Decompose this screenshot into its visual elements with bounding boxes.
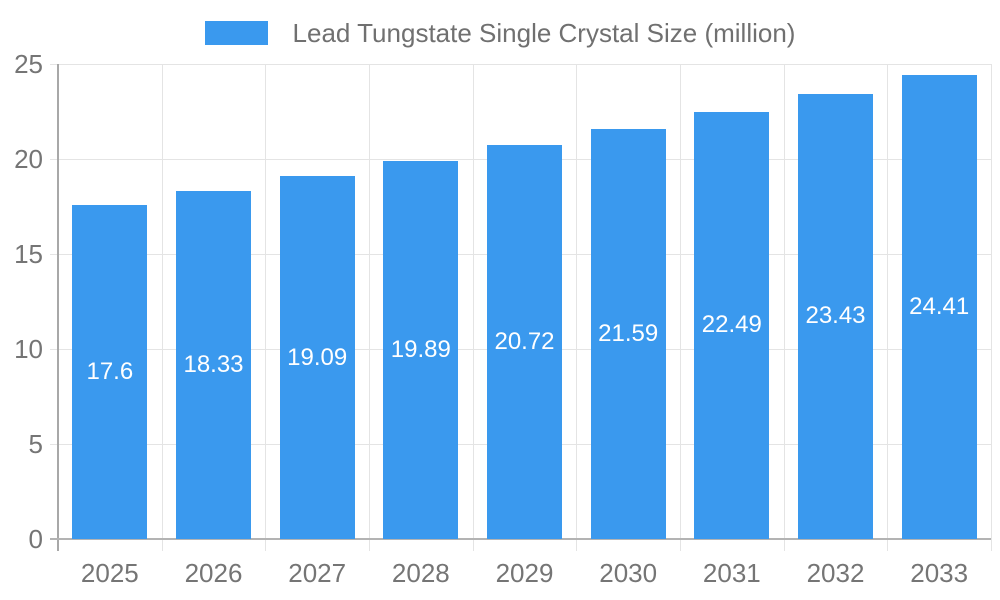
- y-axis-line: [57, 64, 59, 551]
- gridline-v-8: [887, 64, 889, 551]
- legend-swatch[interactable]: [204, 21, 268, 45]
- bar-2030[interactable]: [590, 128, 666, 539]
- x-tick-label-2032: 2032: [806, 558, 865, 588]
- gridline-v-3: [369, 64, 370, 551]
- x-tick-label-2029: 2029: [495, 558, 554, 588]
- bar-2031[interactable]: [694, 111, 770, 539]
- y-tick-label-20: 20: [14, 144, 43, 174]
- bar-value-label-2026: 18.33: [183, 350, 244, 378]
- y-tick-label-0: 0: [28, 524, 43, 554]
- bar-2028[interactable]: [383, 161, 459, 539]
- bar-value-label-2025: 17.6: [86, 357, 134, 385]
- gridline-h-25: [50, 64, 991, 65]
- chart-legend[interactable]: Lead Tungstate Single Crystal Size (mill…: [0, 20, 1000, 46]
- gridline-v-5: [576, 64, 578, 551]
- bar-2032[interactable]: [798, 93, 873, 539]
- x-axis-line: [50, 538, 991, 540]
- bar-value-label-2027: 19.09: [287, 343, 348, 371]
- x-tick-label-2028: 2028: [391, 558, 450, 588]
- bar-value-label-2030: 21.59: [598, 319, 659, 347]
- bar-2026[interactable]: [176, 190, 251, 539]
- bar-value-label-2032: 23.43: [805, 302, 866, 330]
- x-tick-label-2026: 2026: [184, 558, 243, 588]
- bar-2027[interactable]: [279, 176, 355, 539]
- bar-value-label-2033: 24.41: [909, 293, 970, 321]
- bar-value-label-2031: 22.49: [701, 311, 762, 339]
- bar-value-label-2028: 19.89: [390, 336, 451, 364]
- bar-2033[interactable]: [901, 75, 977, 539]
- legend-label: Lead Tungstate Single Crystal Size (mill…: [292, 18, 796, 48]
- gridline-v-9: [991, 64, 992, 551]
- y-tick-label-25: 25: [14, 49, 43, 79]
- x-tick-label-2033: 2033: [910, 558, 969, 588]
- x-tick-label-2025: 2025: [80, 558, 139, 588]
- bar-2029[interactable]: [487, 145, 562, 539]
- bar-2025[interactable]: [72, 204, 148, 539]
- gridline-v-6: [680, 64, 681, 551]
- bar-value-label-2029: 20.72: [494, 328, 555, 356]
- gridline-v-4: [472, 64, 474, 551]
- x-tick-label-2030: 2030: [599, 558, 658, 588]
- gridline-v-1: [161, 64, 163, 551]
- y-tick-label-10: 10: [14, 334, 43, 364]
- y-tick-label-15: 15: [14, 239, 43, 269]
- x-tick-label-2027: 2027: [288, 558, 347, 588]
- y-tick-label-5: 5: [28, 429, 43, 459]
- x-tick-label-2031: 2031: [702, 558, 761, 588]
- gridline-v-2: [265, 64, 267, 551]
- gridline-v-7: [783, 64, 785, 551]
